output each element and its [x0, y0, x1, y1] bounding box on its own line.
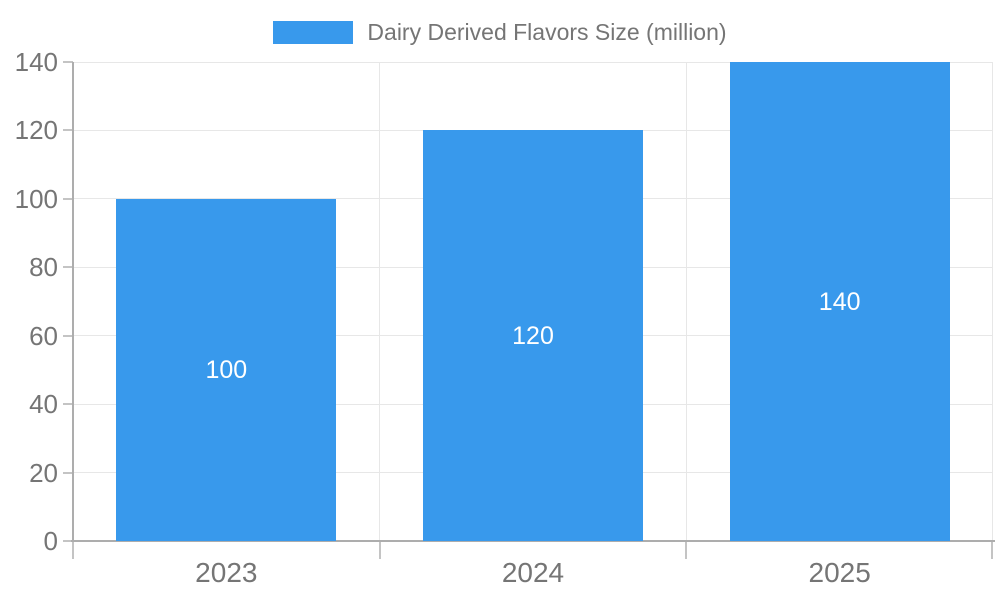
- bar-value-label: 140: [818, 287, 861, 316]
- y-axis-tick: [63, 540, 73, 542]
- y-axis-tick: [63, 403, 73, 406]
- y-axis-tick: [63, 334, 73, 337]
- y-tick-label: 120: [14, 115, 58, 146]
- y-tick-label: 140: [14, 47, 58, 77]
- gridline-vertical: [685, 62, 687, 541]
- gridline-horizontal: [73, 61, 993, 63]
- legend-label: Dairy Derived Flavors Size (million): [367, 19, 727, 45]
- bar-value-label: 120: [512, 321, 554, 350]
- y-tick-label: 80: [29, 252, 58, 283]
- bar-2023[interactable]: 100: [116, 198, 337, 541]
- y-tick-label: 40: [29, 389, 58, 420]
- x-axis-tick: [72, 541, 74, 559]
- y-tick-label: 0: [43, 526, 58, 556]
- y-tick-label: 60: [29, 320, 58, 351]
- x-axis-tick: [685, 541, 688, 559]
- y-axis-tick: [63, 471, 73, 474]
- gridline-horizontal: [73, 129, 993, 131]
- y-axis-tick: [63, 266, 73, 269]
- x-axis-tick: [378, 541, 381, 559]
- legend[interactable]: Dairy Derived Flavors Size (million): [0, 17, 1000, 47]
- y-tick-label: 100: [14, 183, 58, 214]
- x-tick-label: 2024: [501, 557, 565, 588]
- x-axis-line: [71, 540, 995, 542]
- gridline-vertical: [991, 62, 993, 541]
- bar-2025[interactable]: 140: [729, 62, 950, 541]
- y-axis-tick: [63, 197, 73, 200]
- y-axis-tick: [63, 61, 73, 63]
- plot-area: 100 120 140: [63, 61, 995, 559]
- bar-2024[interactable]: 120: [423, 130, 643, 541]
- x-axis-tick: [991, 541, 993, 559]
- legend-swatch-icon: [273, 20, 354, 44]
- y-axis-tick: [63, 129, 73, 132]
- x-tick-label: 2025: [808, 557, 871, 588]
- gridline-vertical: [379, 62, 381, 541]
- bar-value-label: 100: [205, 355, 248, 384]
- y-tick-label: 20: [29, 457, 58, 488]
- x-tick-label: 2023: [195, 557, 258, 588]
- y-axis-line: [72, 62, 74, 541]
